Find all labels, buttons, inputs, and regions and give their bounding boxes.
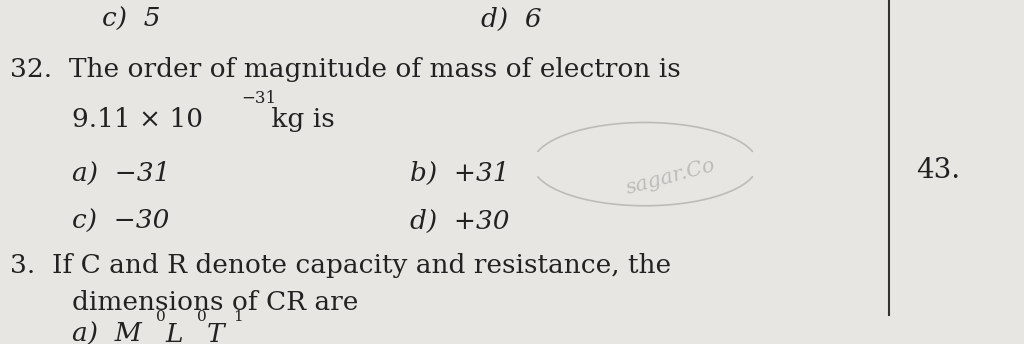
Text: c)  5: c) 5 [102,7,161,31]
Text: L: L [166,322,183,344]
Text: 0: 0 [156,310,166,324]
Text: b)  +31: b) +31 [410,161,509,186]
Text: 1: 1 [233,310,244,324]
Text: 3.  If C and R denote capacity and resistance, the: 3. If C and R denote capacity and resist… [10,252,672,278]
Text: 0: 0 [197,310,207,324]
Text: dimensions of CR are: dimensions of CR are [72,290,358,315]
Text: a)  −31: a) −31 [72,161,170,186]
Text: kg is: kg is [263,107,335,132]
Text: a)  M: a) M [72,322,141,344]
Text: sagar.Co: sagar.Co [624,155,718,198]
Text: −31: −31 [242,90,276,107]
Text: 43.: 43. [916,157,961,184]
Text: 32.  The order of magnitude of mass of electron is: 32. The order of magnitude of mass of el… [10,57,681,82]
Text: c)  −30: c) −30 [72,208,169,234]
Text: d)  +30: d) +30 [410,208,509,234]
Text: T: T [207,322,224,344]
Text: d)  6: d) 6 [481,7,542,31]
Text: 9.11 × 10: 9.11 × 10 [72,107,203,132]
